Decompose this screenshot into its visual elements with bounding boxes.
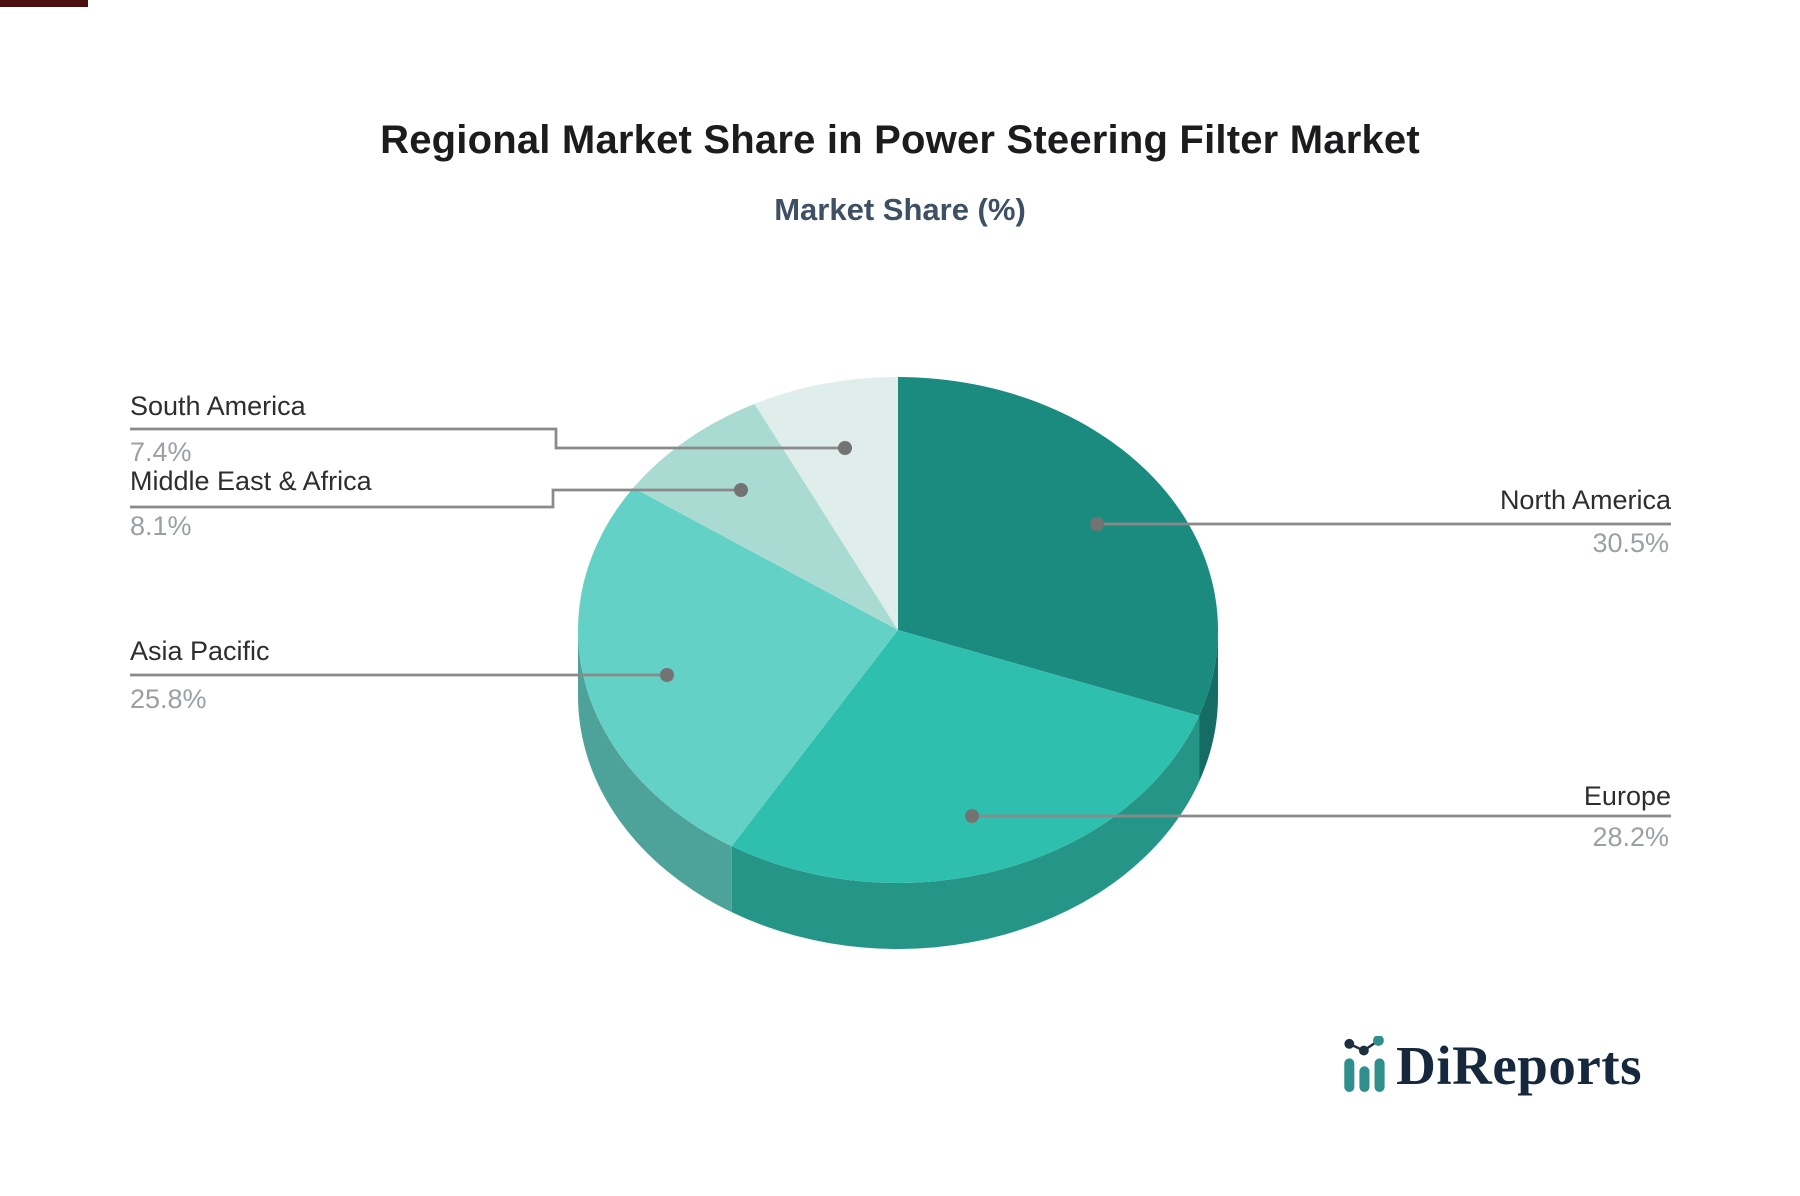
label-asia-pacific: Asia Pacific [130,636,270,666]
pie-slice-europe[interactable] [731,630,1200,883]
label-south-america: South America [130,391,306,421]
callout-south-america: South America 7.4% [130,393,550,473]
connector-dot-europe [965,809,979,823]
brand-logo-text: DiReports [1396,1035,1642,1096]
pie-side-asia-pacific [578,630,732,913]
value-europe: 28.2% [1592,822,1669,852]
callout-middle-east-africa: Middle East & Africa 8.1% [130,468,550,548]
value-middle-east-africa: 8.1% [130,511,192,541]
pie-slice-south-america[interactable] [754,377,898,630]
value-asia-pacific: 25.8% [130,684,207,714]
connector-middle-east-africa [130,488,741,509]
callout-europe: Europe 28.2% [1251,783,1671,863]
pie-side-europe [731,715,1200,949]
pie-slice-middle-east-africa[interactable] [633,403,898,630]
label-middle-east-africa: Middle East & Africa [130,466,372,496]
brand-watermark: DiReports [1343,1035,1642,1097]
connector-south-america [130,427,845,450]
pie-slice-asia-pacific[interactable] [578,487,898,847]
connector-dot-north-america [1090,517,1104,531]
value-north-america: 30.5% [1592,528,1669,558]
brand-logo-icon [1344,1036,1385,1092]
pie-slice-north-america[interactable] [898,377,1218,716]
value-south-america: 7.4% [130,437,192,467]
callout-asia-pacific: Asia Pacific 25.8% [130,638,550,718]
pie-side-north-america [1199,630,1218,782]
connector-dot-asia-pacific [660,668,674,682]
chart-subtitle: Market Share (%) [774,192,1026,227]
screenshot-top-edge-artifact [0,0,88,7]
chart-title: Regional Market Share in Power Steering … [380,118,1420,162]
label-north-america: North America [1499,485,1671,515]
callout-north-america: North America 30.5% [1251,487,1671,567]
connector-dot-middle-east-africa [734,483,748,497]
label-europe: Europe [1583,781,1671,811]
connector-dot-south-america [838,441,852,455]
